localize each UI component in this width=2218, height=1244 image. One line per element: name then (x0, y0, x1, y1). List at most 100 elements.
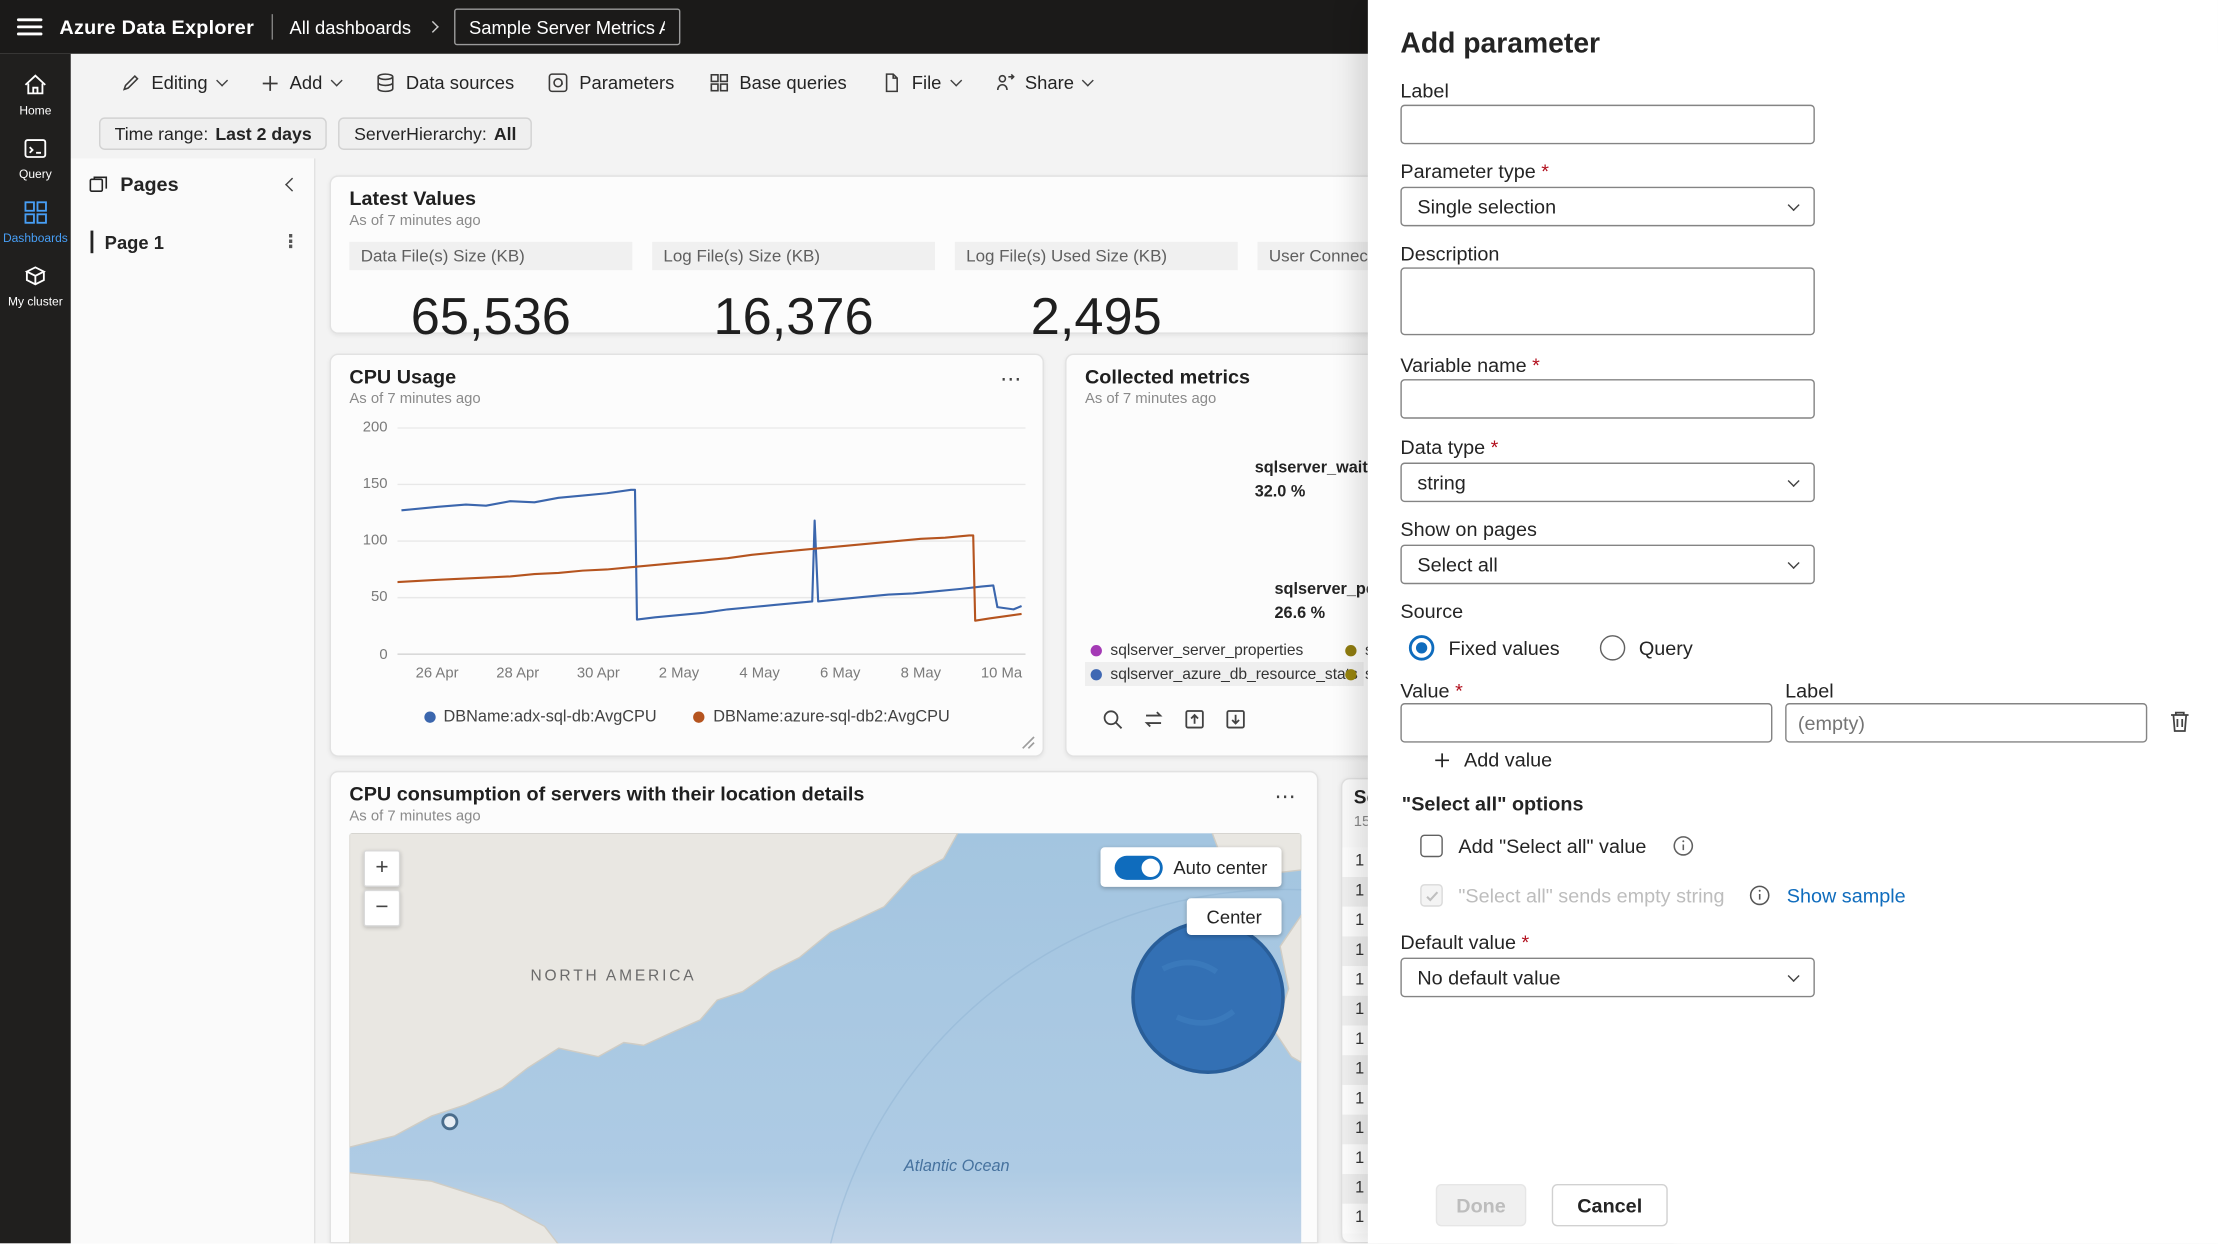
fixed-values-radio[interactable] (1408, 635, 1435, 661)
editing-button[interactable]: Editing (108, 64, 239, 102)
done-button[interactable]: Done (1435, 1183, 1527, 1227)
add-value-button[interactable]: Add value (1433, 748, 1552, 771)
base-queries-button[interactable]: Base queries (696, 64, 860, 102)
box-arrow-down-icon[interactable] (1221, 704, 1249, 732)
menu-icon[interactable] (16, 18, 43, 36)
default-value-label: Default value (1400, 931, 1529, 954)
delete-value-icon[interactable] (2167, 709, 2192, 734)
rail-item-home[interactable]: Home (0, 71, 71, 117)
tile-asof: As of 7 minutes ago (1084, 390, 1217, 408)
source-radio-group: Fixed values Query (1408, 635, 1693, 661)
divider (271, 14, 273, 40)
chevron-down-icon (330, 74, 343, 87)
tile-title: CPU consumption of servers with their lo… (349, 782, 865, 805)
rail-item-query[interactable]: Query (0, 134, 71, 181)
value-input[interactable] (1400, 703, 1773, 743)
y-tick: 50 (371, 588, 388, 606)
label-input[interactable] (1400, 104, 1815, 145)
value-label-input[interactable] (1785, 703, 2148, 743)
x-tick: 10 Ma (980, 664, 1023, 682)
map-canvas[interactable]: NORTH AMERICA Atlantic Ocean + − Auto ce… (349, 833, 1302, 1244)
cpu-line-chart (397, 427, 1026, 655)
tile-title: CPU Usage (349, 364, 457, 388)
legend-item[interactable]: sqlserver_azure_db_resource_stats (1084, 662, 1364, 687)
legend-item[interactable]: DBName:azure-sql-db2:AvgCPU (693, 709, 950, 726)
pages-header: Pages (71, 158, 314, 209)
y-tick: 200 (362, 418, 388, 436)
legend-item[interactable]: sqlserver_server_properties (1085, 638, 1309, 662)
server-hierarchy-filter[interactable]: ServerHierarchy: All (338, 117, 532, 150)
parameters-button[interactable]: Parameters (535, 64, 687, 102)
resize-handle-icon[interactable] (1021, 736, 1035, 750)
map-region-label: NORTH AMERICA (530, 967, 696, 984)
file-button[interactable]: File (868, 64, 973, 102)
legend-item[interactable]: DBName:adx-sql-db:AvgCPU (423, 709, 657, 726)
rail-item-my-cluster[interactable]: My cluster (0, 262, 71, 308)
show-on-pages-dropdown[interactable]: Select all (1400, 544, 1815, 585)
chart-legend: DBName:adx-sql-db:AvgCPU DBName:azure-sq… (331, 709, 1043, 726)
share-icon (994, 72, 1015, 93)
zoom-in-button[interactable]: + (363, 850, 401, 887)
pages-panel: Pages Page 1 ⋮ (70, 158, 316, 1244)
show-sample-link[interactable]: Show sample (1786, 884, 1906, 907)
page-item[interactable]: Page 1 ⋮ (71, 221, 314, 263)
add-select-all-row: Add "Select all" value (1420, 834, 1695, 858)
parameter-type-dropdown[interactable]: Single selection (1400, 186, 1815, 227)
stat-log-file-size: Log File(s) Size (KB) 16,376 (652, 241, 936, 347)
legend-dot (1345, 644, 1357, 656)
data-sources-button[interactable]: Data sources (362, 64, 527, 102)
chevron-down-icon (1787, 198, 1800, 211)
auto-center-toggle[interactable]: Auto center (1099, 847, 1282, 887)
dashboard-title-input[interactable] (453, 8, 680, 46)
cancel-button[interactable]: Cancel (1551, 1183, 1668, 1227)
variable-name-label: Variable name (1400, 354, 1539, 377)
info-icon[interactable] (1749, 884, 1772, 907)
legend-dot (1345, 668, 1357, 680)
swap-arrows-icon[interactable] (1139, 704, 1167, 732)
variable-name-input[interactable] (1400, 379, 1815, 419)
chevron-right-icon (426, 20, 439, 33)
tile-subtitle: 15 (1353, 813, 1371, 831)
zoom-search-icon[interactable] (1098, 704, 1126, 732)
zoom-out-button[interactable]: − (363, 889, 401, 927)
pages-icon (88, 173, 109, 194)
tile-title: Latest Values (349, 186, 476, 210)
time-range-filter[interactable]: Time range: Last 2 days (99, 117, 328, 150)
stat-data-file-size: Data File(s) Size (KB) 65,536 (349, 241, 633, 347)
box-arrow-up-icon[interactable] (1180, 704, 1208, 732)
description-label: Description (1400, 241, 1500, 265)
page-more-icon[interactable]: ⋮ (281, 230, 300, 252)
data-type-dropdown[interactable]: string (1400, 462, 1815, 503)
file-icon (881, 72, 902, 93)
toggle-on-icon[interactable] (1113, 855, 1163, 880)
tile-title: Collected metrics (1084, 364, 1251, 388)
share-button[interactable]: Share (981, 64, 1105, 102)
add-select-all-checkbox[interactable] (1420, 834, 1443, 858)
x-tick: 30 Apr (576, 664, 620, 682)
add-button[interactable]: Add (247, 64, 353, 102)
rail-item-dashboards[interactable]: Dashboards (0, 198, 71, 245)
description-textarea[interactable] (1400, 267, 1815, 336)
chevron-down-icon (1082, 74, 1095, 87)
center-button[interactable]: Center (1186, 898, 1282, 936)
x-tick: 2 May (658, 664, 700, 682)
filter-bar: Time range: Last 2 days ServerHierarchy: A… (99, 117, 532, 150)
info-icon[interactable] (1672, 835, 1695, 858)
collapse-panel-icon[interactable] (285, 176, 300, 191)
stat-log-used-size: Log File(s) Used Size (KB) 2,495 (954, 241, 1238, 347)
breadcrumb[interactable]: All dashboards (289, 16, 412, 38)
query-radio[interactable] (1599, 635, 1625, 661)
y-tick: 100 (362, 531, 388, 549)
chevron-down-icon (1787, 556, 1800, 569)
legend-dot (423, 711, 436, 723)
parameters-icon (548, 72, 569, 93)
default-value-dropdown[interactable]: No default value (1400, 957, 1815, 998)
parameter-type-label: Parameter type (1400, 160, 1549, 183)
tile-cpu-usage: CPU Usage As of 7 minutes ago ⋯ 200 150 … (329, 353, 1044, 757)
source-label: Source (1400, 599, 1464, 623)
x-tick: 8 May (900, 664, 942, 682)
tile-more-icon[interactable]: ⋯ (1000, 367, 1023, 392)
y-tick: 0 (379, 646, 388, 664)
home-icon (21, 71, 49, 99)
tile-more-icon[interactable]: ⋯ (1274, 785, 1298, 810)
